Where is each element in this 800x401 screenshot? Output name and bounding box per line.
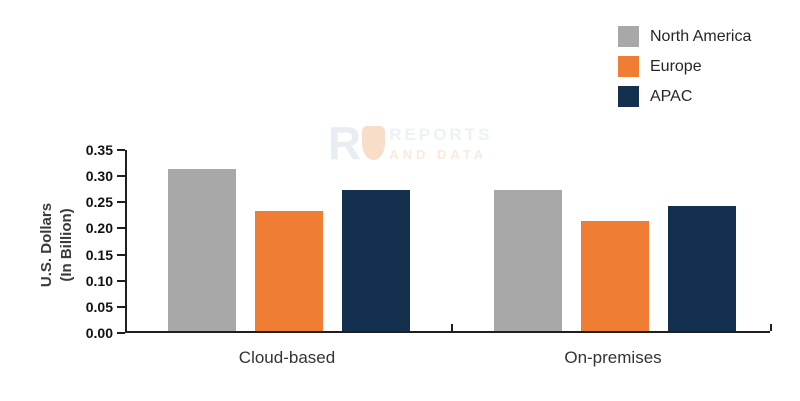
bar-cloud-based-north-america [168,168,236,331]
legend-item-apac: APAC [618,86,778,107]
y-axis-tick [117,279,125,282]
y-axis-tick [117,227,125,230]
y-axis-tick [117,332,125,334]
legend-item-north-america: North America [618,26,778,47]
y-tick-label: 0.30 [85,168,113,185]
legend-swatch-icon [618,86,639,107]
y-tick-label: 0.20 [85,220,113,237]
x-axis-tick [451,324,453,331]
y-axis-tick [117,149,125,151]
y-axis-tick [117,175,125,178]
legend-label: North America [650,28,752,45]
bar-on-premises-north-america [494,189,562,331]
legend: North America Europe APAC [618,26,778,107]
bar-on-premises-europe [581,221,649,331]
y-tick-label: 0.00 [85,325,113,341]
bar-on-premises-apac [668,205,736,331]
y-axis-tick [117,201,125,204]
plot-area: 0.35 0.30 0.25 0.20 0.15 0.10 0.05 0.00 [86,143,772,340]
category-label-on-premises: On-premises [564,348,662,367]
y-axis-title-line1: U.S. Dollars [38,202,55,288]
y-tick-label: 0.05 [85,298,113,315]
legend-swatch-icon [618,26,639,47]
category-label-cloud-based: Cloud-based [238,348,336,367]
legend-item-europe: Europe [618,56,778,77]
watermark-text-line1: REPORTS [389,125,493,144]
y-tick-label: 0.25 [85,194,113,211]
y-axis-title: U.S. Dollars (In Billion) [34,135,80,355]
bar-cloud-based-europe [255,210,323,331]
legend-label: APAC [650,88,693,105]
x-axis-tick [770,324,772,331]
y-tick-label: 0.35 [85,142,113,158]
bar-group-cloud-based [168,168,410,331]
y-tick-label: 0.15 [85,246,113,263]
legend-swatch-icon [618,56,639,77]
bar-cloud-based-apac [342,189,410,331]
y-tick-label: 0.10 [85,272,113,289]
y-axis-title-line2: (In Billion) [58,208,75,282]
bar-group-on-premises [494,189,736,331]
y-axis-tick [117,253,125,256]
legend-label: Europe [650,58,702,75]
y-axis-tick [117,305,125,308]
